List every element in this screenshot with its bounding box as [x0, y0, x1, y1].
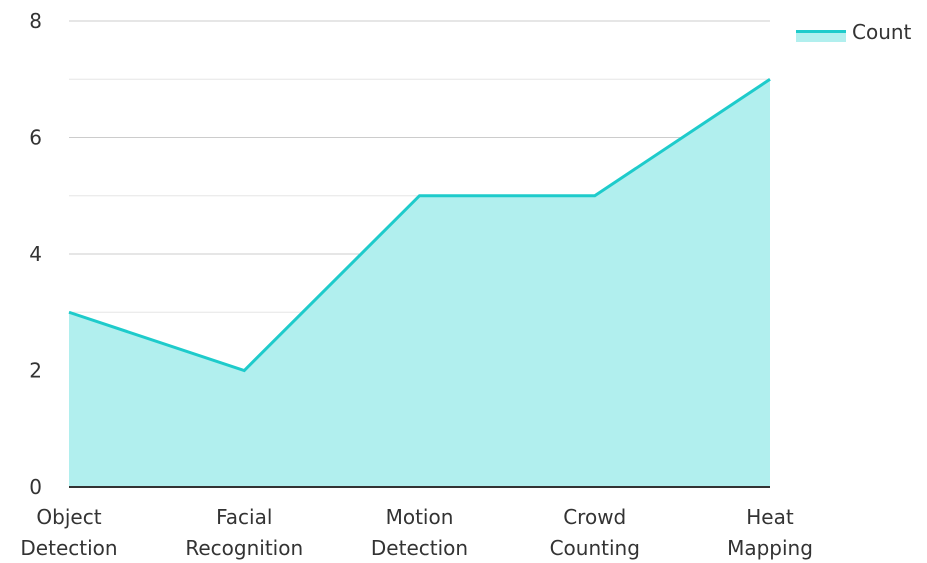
x-tick-label: Crowd Counting [550, 505, 640, 560]
y-tick-label: 6 [29, 126, 42, 150]
x-tick-label: Motion Detection [371, 505, 468, 560]
x-tick-label: Heat Mapping [727, 505, 813, 560]
x-tick-label-line: Facial [216, 505, 272, 529]
legend: Count [796, 20, 912, 44]
x-tick-label-line: Heat [746, 505, 794, 529]
x-tick-label-line: Detection [20, 536, 117, 560]
x-tick-label: Object Detection [20, 505, 117, 560]
x-tick-label-line: Detection [371, 536, 468, 560]
series-area-count [69, 79, 770, 487]
y-axis-ticks: 0 2 4 6 8 [29, 9, 42, 499]
x-tick-label-line: Object [36, 505, 101, 529]
x-tick-label-line: Crowd [563, 505, 626, 529]
series-line-count [68, 78, 771, 373]
y-tick-label: 8 [29, 9, 42, 33]
x-axis-ticks: Object Detection Facial Recognition Motion De… [20, 505, 813, 560]
x-tick-label-line: Mapping [727, 536, 813, 560]
legend-label-count: Count [852, 20, 912, 44]
x-tick-label-line: Motion [386, 505, 454, 529]
x-tick-label-line: Counting [550, 536, 640, 560]
y-tick-label: 4 [29, 242, 42, 266]
y-tick-label: 2 [29, 359, 42, 383]
x-tick-label: Facial Recognition [185, 505, 303, 560]
x-tick-label-line: Recognition [185, 536, 303, 560]
y-tick-label: 0 [29, 475, 42, 499]
